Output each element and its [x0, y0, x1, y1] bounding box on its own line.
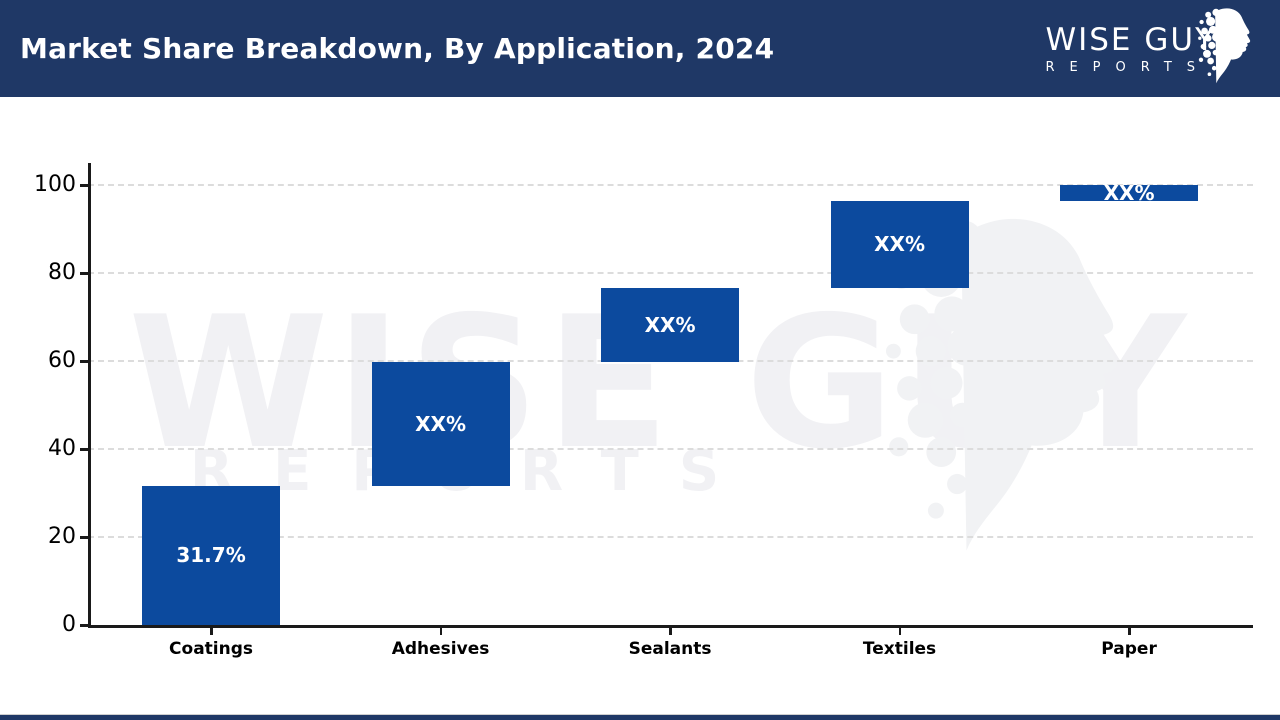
gridline-100	[88, 184, 1253, 186]
category-label-adhesives: Adhesives	[391, 639, 490, 659]
bar-sealants	[601, 287, 740, 362]
bar-value-label: XX%	[1103, 181, 1155, 206]
bar-value-label: 31.7%	[176, 543, 246, 568]
logo-wordmark: WISE GUY	[1045, 21, 1216, 58]
x-tick-textiles	[898, 627, 902, 635]
x-axis-line	[88, 625, 1253, 628]
bar-value-label: XX%	[874, 232, 925, 257]
y-tick-label-100: 100	[34, 172, 76, 197]
category-label-sealants: Sealants	[628, 639, 712, 659]
y-tick-label-80: 80	[48, 260, 76, 285]
logo-subtitle: REPORTS	[1045, 59, 1211, 75]
category-label-paper: Paper	[1101, 639, 1157, 659]
gridline-20	[88, 536, 1253, 538]
footer-divider	[0, 714, 1280, 715]
y-tick-80	[80, 272, 88, 275]
bar-value-label: XX%	[415, 411, 466, 436]
y-tick-label-0: 0	[62, 612, 76, 637]
y-tick-label-60: 60	[48, 348, 76, 373]
y-tick-20	[80, 536, 88, 539]
bar-textiles	[830, 201, 969, 288]
y-tick-60	[80, 360, 88, 363]
x-tick-adhesives	[439, 627, 443, 635]
y-tick-label-20: 20	[48, 524, 76, 549]
y-tick-0	[80, 624, 88, 627]
y-axis-line	[88, 163, 91, 627]
bar-coatings	[142, 485, 281, 625]
page-title: Market Share Breakdown, By Application, …	[20, 32, 775, 65]
y-tick-label-40: 40	[48, 436, 76, 461]
wise-guy-reports-logo: WISE GUY REPORTS	[1045, 0, 1280, 97]
footer-bar	[0, 715, 1280, 720]
bar-adhesives	[371, 361, 510, 486]
category-label-textiles: Textiles	[862, 639, 937, 659]
x-tick-paper	[1128, 627, 1131, 635]
logo-face-icon	[1198, 7, 1251, 83]
chart-area: WISE GUY REPORTS 02040608010031.7%Coatin…	[0, 97, 1280, 720]
y-tick-40	[80, 448, 88, 451]
bar-paper	[1060, 185, 1199, 202]
x-tick-coatings	[210, 627, 213, 635]
y-tick-100	[80, 184, 88, 187]
header-bar: Market Share Breakdown, By Application, …	[0, 0, 1280, 97]
bar-value-label: XX%	[644, 312, 696, 337]
category-label-coatings: Coatings	[169, 639, 254, 659]
x-tick-sealants	[669, 627, 672, 635]
gridline-80	[88, 272, 1253, 274]
gridline-40	[88, 448, 1253, 450]
